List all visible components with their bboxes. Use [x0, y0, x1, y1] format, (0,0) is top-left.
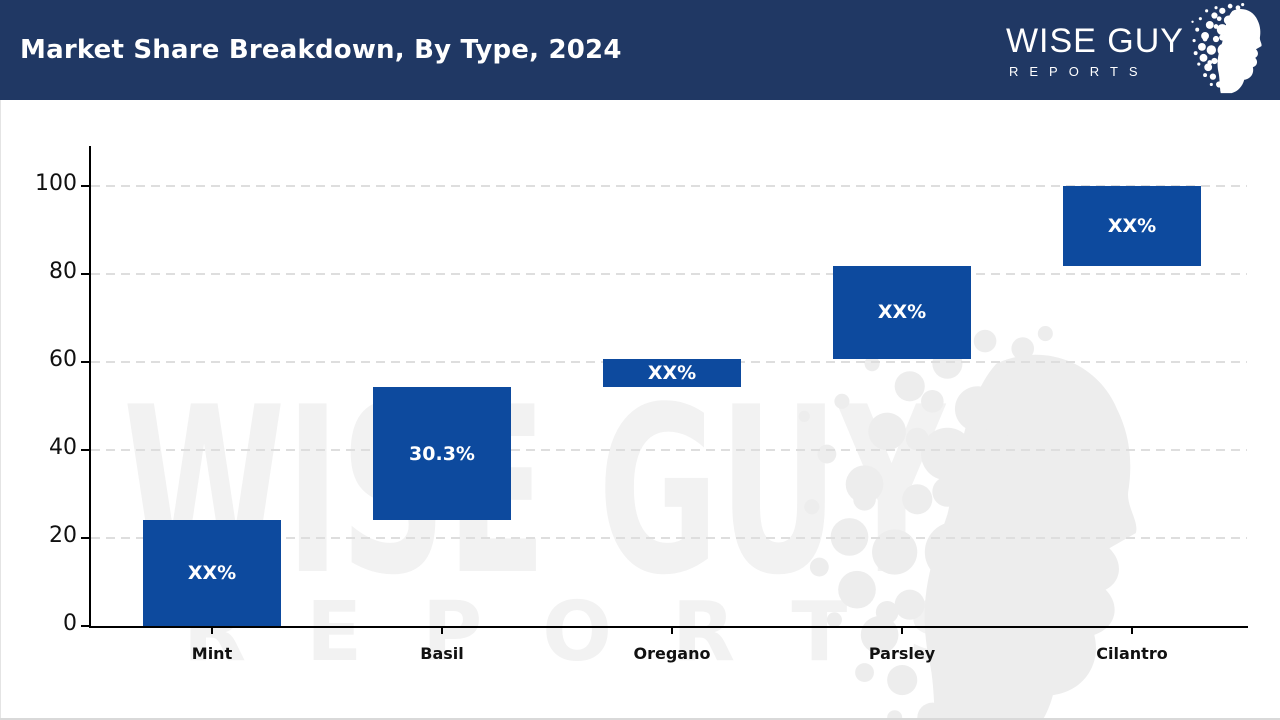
gridline-100 [91, 185, 1247, 187]
x-tickmark-basil [441, 626, 443, 634]
y-tickmark-40 [81, 449, 91, 451]
bar-label-parsley: XX% [877, 301, 927, 324]
logo-text: WISE GUY REPORTS [1006, 22, 1184, 79]
y-tick-label-100: 100 [35, 171, 77, 196]
x-tick-label-cilantro: Cilantro [1096, 644, 1168, 663]
x-tick-label-basil: Basil [420, 644, 464, 663]
y-tick-label-80: 80 [49, 259, 77, 284]
plot-canvas: 0 20 40 60 80 100 Mint Basil Oregano Parsley Cilan… [1, 100, 1280, 720]
y-tick-label-60: 60 [49, 347, 77, 372]
watermark-subtext: REPORTS [183, 585, 1027, 680]
page-bottom-border [0, 718, 1280, 720]
y-tick-label-40: 40 [49, 435, 77, 460]
x-tick-label-mint: Mint [191, 644, 233, 663]
axis-x-spine [89, 626, 1248, 628]
chart-area: WISE GUY REPORTS 0 20 40 60 80 100 Mint Basil Or… [0, 100, 1280, 720]
x-tickmark-mint [211, 626, 213, 634]
y-tickmark-0 [81, 625, 91, 627]
x-tickmark-cilantro [1131, 626, 1133, 634]
bar-basil: 30.3% [373, 387, 511, 521]
bar-mint: XX% [143, 520, 281, 626]
y-tick-label-0: 0 [63, 611, 77, 636]
y-tick-label-20: 20 [49, 523, 77, 548]
y-tickmark-20 [81, 537, 91, 539]
logo-subtext: REPORTS [1008, 63, 1149, 79]
bar-label-mint: XX% [187, 562, 237, 585]
gridline-40 [91, 449, 1247, 451]
axis-y-spine [89, 146, 91, 628]
page-title: Market Share Breakdown, By Type, 2024 [20, 35, 622, 65]
logo-wordmark: WISE GUY [1005, 21, 1184, 60]
x-tickmark-oregano [671, 626, 673, 634]
y-tickmark-60 [81, 361, 91, 363]
bar-parsley: XX% [833, 265, 971, 360]
y-tickmark-100 [81, 185, 91, 187]
bar-cilantro: XX% [1063, 186, 1201, 266]
bar-label-cilantro: XX% [1107, 214, 1157, 237]
gridline-20 [91, 537, 1247, 539]
logo-head-icon [1191, 3, 1262, 94]
x-tick-label-oregano: Oregano [633, 644, 711, 663]
bar-oregano: XX% [603, 359, 741, 388]
header-bar: Market Share Breakdown, By Type, 2024 WI… [0, 0, 1280, 100]
bar-label-basil: 30.3% [409, 442, 475, 465]
x-tick-label-parsley: Parsley [868, 644, 936, 663]
gridline-80 [91, 273, 1247, 275]
y-tickmark-80 [81, 273, 91, 275]
brand-logo: WISE GUY REPORTS [1006, 2, 1268, 98]
x-tickmark-parsley [901, 626, 903, 634]
bar-label-oregano: XX% [647, 362, 697, 385]
